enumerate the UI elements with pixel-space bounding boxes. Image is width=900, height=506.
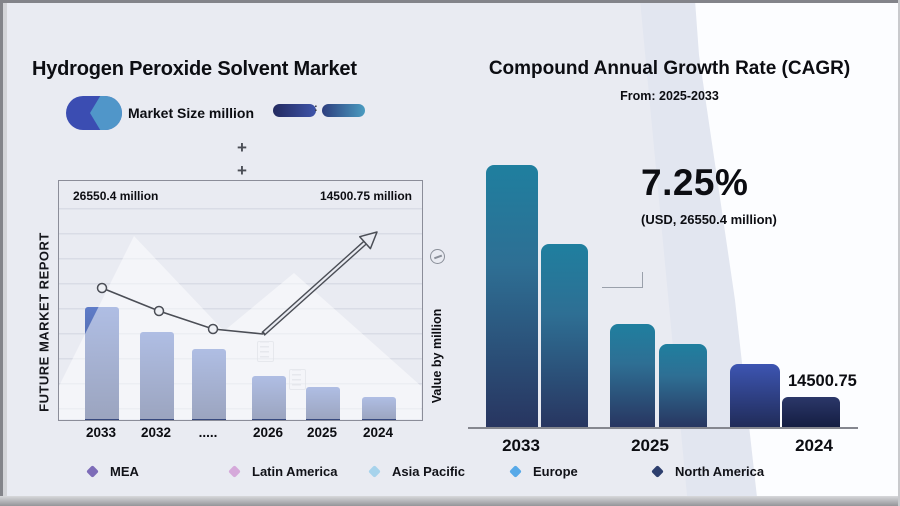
right-header: Compound Annual Growth Rate (CAGR) From:… bbox=[462, 58, 877, 103]
left-chart-title: Hydrogen Peroxide Solvent Market bbox=[32, 58, 357, 80]
left-chart-panel: 26550.4 million 14500.75 million bbox=[58, 180, 423, 421]
left-chart-x-label: ..... bbox=[198, 425, 218, 440]
left-chart-x-label: 2026 bbox=[252, 425, 284, 440]
right-chart-bar bbox=[486, 165, 538, 428]
right-chart-bar bbox=[659, 344, 707, 428]
left-chart-x-label: 2032 bbox=[140, 425, 172, 440]
right-chart-bar bbox=[730, 364, 780, 428]
end-value-annotation: 14500.75 million bbox=[319, 189, 412, 203]
frame-left-border bbox=[0, 0, 3, 506]
end-value-label: 14500.75 bbox=[788, 372, 857, 390]
frame-right-border bbox=[898, 0, 900, 506]
cagr-basis: (USD, 26550.4 million) bbox=[641, 212, 777, 227]
right-chart-x-label: 2025 bbox=[631, 436, 669, 455]
trend-line bbox=[101, 287, 264, 335]
legend-diamond-icon bbox=[651, 465, 664, 478]
right-chart-title: Compound Annual Growth Rate (CAGR) bbox=[488, 58, 851, 79]
mountain-watermark bbox=[59, 236, 421, 419]
legend-diamond-icon bbox=[86, 465, 99, 478]
right-chart-axis-line bbox=[468, 427, 858, 429]
legend-item: Europe bbox=[509, 464, 578, 479]
trend-marker bbox=[96, 282, 108, 294]
legend-diamond-icon bbox=[228, 465, 241, 478]
legend-item: Asia Pacific bbox=[368, 464, 465, 479]
arrow-head bbox=[358, 231, 378, 250]
frame-bottom-border bbox=[0, 496, 900, 506]
legend-label: Europe bbox=[533, 464, 578, 479]
plus-icon: + bbox=[237, 138, 247, 157]
right-chart-bar bbox=[782, 397, 840, 428]
right-chart-x-label: 2024 bbox=[795, 436, 833, 455]
minus-circle-icon bbox=[430, 249, 445, 264]
plus-icon: + bbox=[237, 161, 247, 180]
ratio-pill-right-icon bbox=[322, 104, 365, 117]
left-chart-x-label: 2033 bbox=[85, 425, 117, 440]
left-chart-x-label: 2025 bbox=[306, 425, 338, 440]
ratio-pill-left-icon bbox=[273, 104, 316, 117]
ratio-separator: : bbox=[314, 102, 318, 114]
frame-top-border bbox=[0, 0, 900, 3]
step-decoration bbox=[602, 272, 643, 288]
legend-label: Asia Pacific bbox=[392, 464, 465, 479]
trend-line-arrow bbox=[59, 231, 421, 419]
market-size-pill-icon bbox=[66, 96, 122, 130]
right-chart-bar bbox=[610, 324, 655, 428]
right-chart-bars bbox=[486, 165, 840, 428]
market-size-label: Market Size million bbox=[128, 105, 255, 121]
frame-left-highlight bbox=[3, 3, 7, 506]
arrow-shaft-fill bbox=[263, 241, 366, 334]
right-chart-x-label: 2033 bbox=[502, 436, 540, 455]
right-chart-subtitle: From: 2025-2033 bbox=[620, 89, 719, 103]
legend-label: Latin America bbox=[252, 464, 338, 479]
legend-label: North America bbox=[675, 464, 765, 479]
trend-marker bbox=[153, 305, 165, 317]
legend: MEA Latin America Asia Pacific Europe North … bbox=[0, 464, 900, 486]
left-chart-x-axis: 2033 2032..... 2026 2025 2024 bbox=[58, 425, 423, 445]
legend-item: Latin America bbox=[228, 464, 338, 479]
right-chart-bar bbox=[541, 244, 588, 428]
right-chart-x-axis: 2033 2025 2024 bbox=[0, 436, 900, 458]
legend-item: MEA bbox=[86, 464, 139, 479]
legend-diamond-icon bbox=[368, 465, 381, 478]
cagr-value: 7.25% bbox=[641, 162, 749, 203]
legend-diamond-icon bbox=[509, 465, 522, 478]
legend-label: MEA bbox=[110, 464, 139, 479]
legend-item: North America bbox=[651, 464, 765, 479]
left-chart-x-label: 2024 bbox=[362, 425, 394, 440]
start-value-annotation: 26550.4 million bbox=[73, 189, 159, 203]
trend-marker bbox=[207, 323, 219, 335]
